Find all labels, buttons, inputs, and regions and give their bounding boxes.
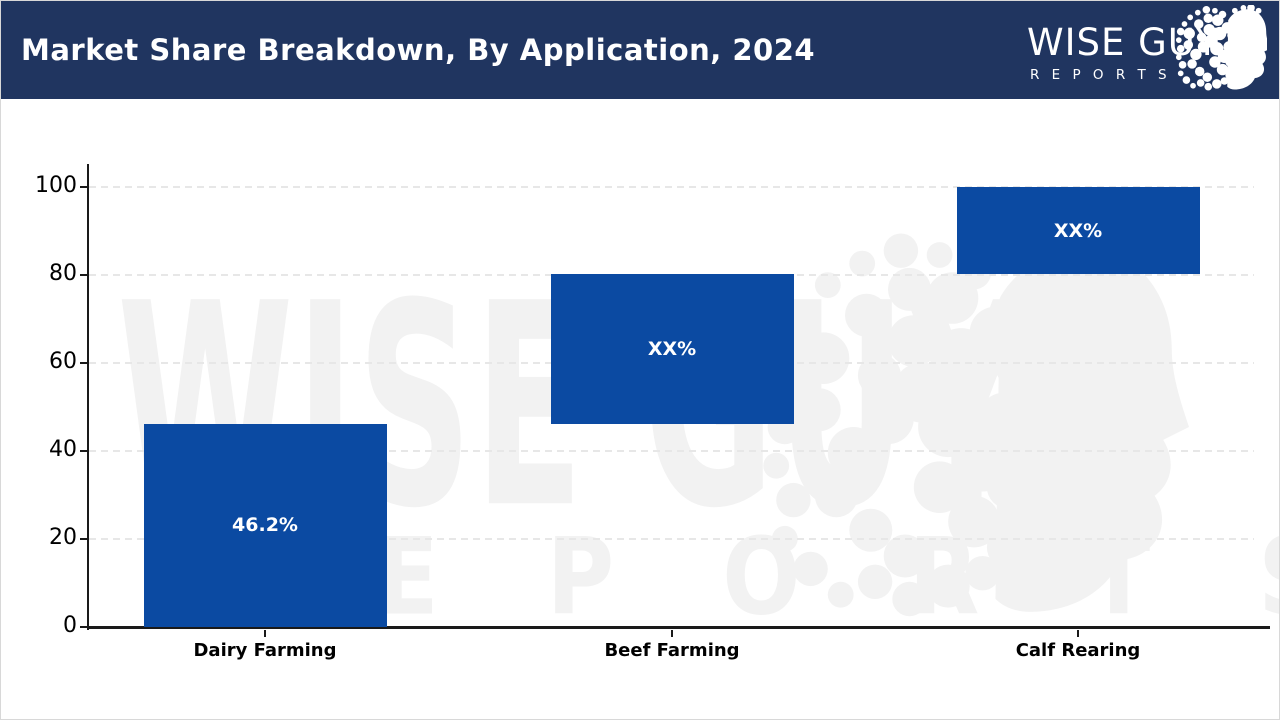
x-axis-label-dairy-farming: Dairy Farming [193,640,337,661]
bar-value-label: XX% [1053,219,1103,242]
y-tick [80,362,88,364]
y-tick-label: 0 [63,613,77,638]
y-tick-label: 40 [49,437,77,462]
y-tick [80,626,88,628]
wise-guy-logo: WISE GUY R E P O R T S [1027,5,1267,91]
x-tick [1077,630,1079,637]
report-header: Market Share Breakdown, By Application, … [1,1,1279,99]
y-tick-label: 20 [49,525,77,550]
y-tick [80,186,88,188]
x-tick [264,630,266,637]
x-axis-label-beef-farming: Beef Farming [604,640,740,661]
x-tick [671,630,673,637]
bar-calf-rearing: XX% [956,187,1200,275]
y-axis-line [87,164,89,630]
page-title: Market Share Breakdown, By Application, … [21,33,816,67]
bar-value-label: XX% [647,337,697,360]
y-tick-label: 100 [35,173,77,198]
y-tick-label: 60 [49,349,77,374]
y-gridline [89,538,1254,540]
bar-dairy-farming: 46.2% [143,423,387,627]
y-tick-label: 80 [49,261,77,286]
x-axis-label-calf-rearing: Calf Rearing [1015,640,1141,661]
y-gridline [89,186,1254,188]
y-tick [80,274,88,276]
logo-sub-text: R E P O R T S [1030,67,1171,83]
bar-beef-farming: XX% [550,274,794,424]
y-gridline [89,450,1254,452]
x-axis-line [89,626,1270,629]
y-tick [80,538,88,540]
y-tick [80,450,88,452]
bar-value-label: 46.2% [232,514,298,537]
